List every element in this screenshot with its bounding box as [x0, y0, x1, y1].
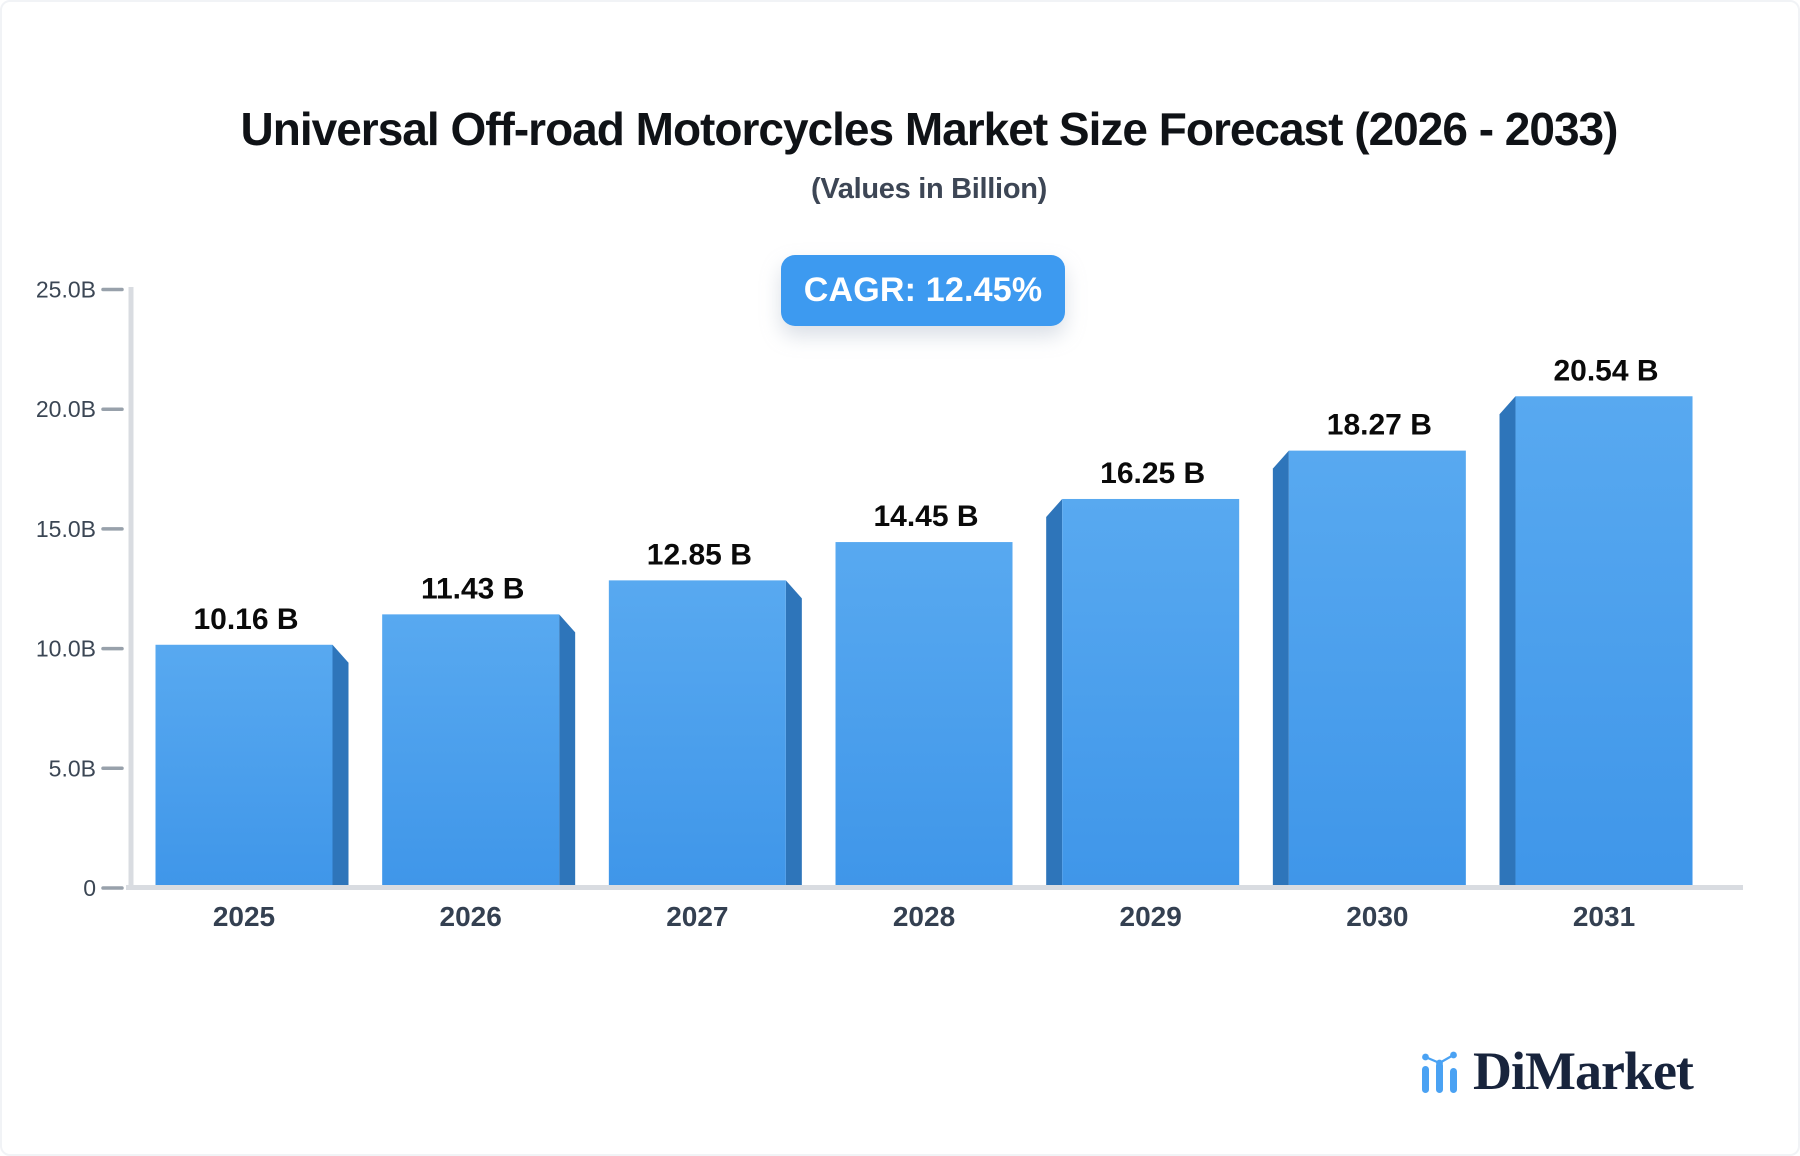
bar-side: [332, 644, 349, 888]
bar-side: [785, 580, 802, 888]
x-axis-label: 2025: [213, 901, 275, 932]
bar-value-label: 16.25 B: [1100, 457, 1205, 490]
x-axis-label: 2029: [1120, 901, 1182, 932]
x-axis-label: 2028: [893, 901, 955, 932]
bar-2031: [1515, 396, 1693, 888]
bar-value-label: 12.85 B: [647, 538, 752, 571]
x-axis-label: 2030: [1346, 901, 1408, 932]
bar-side: [1272, 450, 1289, 888]
cagr-badge-label: CAGR: 12.45%: [803, 271, 1043, 309]
y-axis-tick-label: 15.0B: [36, 516, 96, 542]
y-axis-tick-label: 10.0B: [36, 636, 96, 662]
brand-logo-text: DiMarket: [1473, 1041, 1694, 1101]
bar-value-label: 11.43 B: [421, 572, 524, 605]
bar-value-label: 18.27 B: [1327, 409, 1432, 442]
bar-2025: [155, 644, 333, 888]
brand-logo: DiMarket: [1420, 1040, 1694, 1101]
bar-side: [1499, 396, 1516, 888]
mini-bar-chart-icon: [1422, 1051, 1457, 1093]
y-axis-line: [128, 287, 134, 890]
x-axis-line: [126, 885, 1743, 890]
chart-header: Universal Off-road Motorcycles Market Si…: [0, 104, 1800, 206]
bar-2026: [382, 614, 560, 888]
bar-value-label: 14.45 B: [873, 500, 978, 533]
bar-2029: [1062, 498, 1240, 888]
bar-2028: [835, 542, 1013, 888]
y-axis-tick-label: 5.0B: [49, 755, 96, 781]
bar-side: [559, 614, 576, 888]
bar-value-label: 20.54 B: [1553, 354, 1658, 387]
bar-2030: [1288, 450, 1466, 888]
bar-side: [1046, 498, 1063, 888]
bar-2027: [608, 580, 786, 888]
y-axis-tick-label: 0: [83, 875, 96, 901]
y-axis-tick-label: 25.0B: [36, 277, 96, 303]
page-title: Universal Off-road Motorcycles Market Si…: [240, 103, 1619, 155]
cagr-badge: CAGR: 12.45%: [781, 255, 1065, 326]
y-axis-tick-label: 20.0B: [36, 396, 96, 422]
x-axis-label: 2027: [666, 901, 728, 932]
x-axis-label: 2031: [1573, 901, 1635, 932]
x-axis-label: 2026: [440, 901, 502, 932]
bar-value-label: 10.16 B: [193, 603, 298, 636]
page-subtitle: (Values in Billion): [811, 172, 1047, 205]
